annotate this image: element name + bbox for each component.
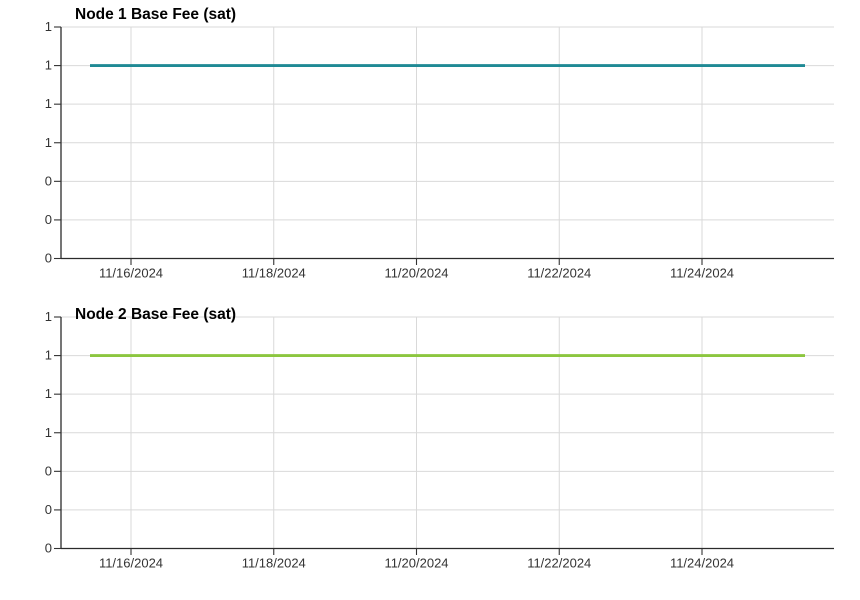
svg-text:11/24/2024: 11/24/2024	[670, 556, 734, 571]
svg-text:1: 1	[45, 135, 52, 150]
svg-text:1: 1	[45, 386, 52, 401]
svg-text:11/20/2024: 11/20/2024	[384, 556, 448, 571]
svg-text:0: 0	[45, 502, 52, 517]
svg-text:0: 0	[45, 463, 52, 478]
svg-text:11/18/2024: 11/18/2024	[242, 556, 306, 571]
svg-text:0: 0	[45, 251, 52, 266]
svg-text:1: 1	[45, 309, 52, 324]
svg-text:1: 1	[45, 425, 52, 440]
svg-text:Node 2 Base Fee (sat): Node 2 Base Fee (sat)	[75, 306, 236, 323]
svg-text:1: 1	[45, 19, 52, 34]
svg-text:11/22/2024: 11/22/2024	[527, 556, 591, 571]
svg-text:1: 1	[45, 348, 52, 363]
svg-text:11/22/2024: 11/22/2024	[527, 266, 591, 281]
svg-text:11/18/2024: 11/18/2024	[242, 266, 306, 281]
svg-text:Node 1 Base Fee (sat): Node 1 Base Fee (sat)	[75, 6, 236, 23]
svg-text:11/16/2024: 11/16/2024	[99, 556, 163, 571]
svg-text:0: 0	[45, 173, 52, 188]
svg-text:11/16/2024: 11/16/2024	[99, 266, 163, 281]
svg-text:1: 1	[45, 96, 52, 111]
svg-text:0: 0	[45, 212, 52, 227]
svg-text:1: 1	[45, 58, 52, 73]
svg-text:0: 0	[45, 541, 52, 556]
svg-text:11/24/2024: 11/24/2024	[670, 266, 734, 281]
svg-text:11/20/2024: 11/20/2024	[384, 266, 448, 281]
